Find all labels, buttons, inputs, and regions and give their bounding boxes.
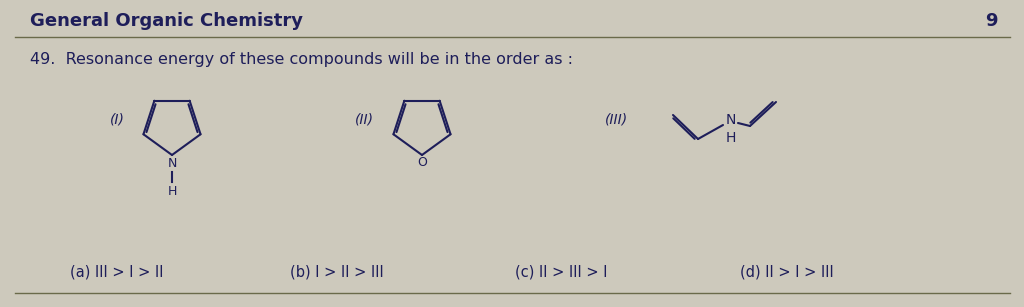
Text: General Organic Chemistry: General Organic Chemistry — [30, 12, 303, 30]
Text: (a) III > I > II: (a) III > I > II — [70, 265, 164, 279]
Text: O: O — [417, 156, 427, 169]
Text: 49.  Resonance energy of these compounds will be in the order as :: 49. Resonance energy of these compounds … — [30, 52, 573, 67]
Text: H: H — [726, 131, 736, 145]
Text: (III): (III) — [605, 112, 628, 126]
Text: N: N — [726, 113, 736, 127]
Text: N: N — [167, 157, 177, 170]
Text: 9: 9 — [985, 12, 998, 30]
Text: (c) II > III > I: (c) II > III > I — [515, 265, 607, 279]
Text: (d) II > I > III: (d) II > I > III — [740, 265, 834, 279]
Text: H: H — [167, 185, 177, 198]
Text: (I): (I) — [110, 112, 125, 126]
Text: (b) I > II > III: (b) I > II > III — [290, 265, 384, 279]
Text: (II): (II) — [355, 112, 374, 126]
